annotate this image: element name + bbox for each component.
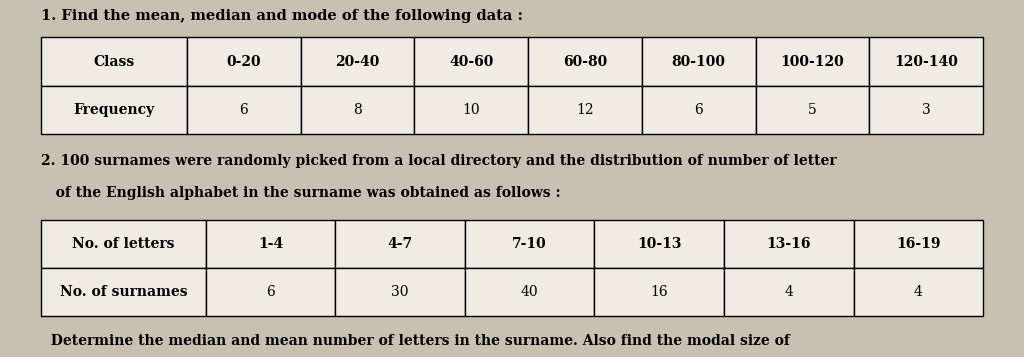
Text: 5: 5 [808,103,817,117]
Bar [301,86,415,134]
Text: 2. 100 surnames were randomly picked from a local directory and the distribution: 2. 100 surnames were randomly picked fro… [41,154,837,167]
Text: Class: Class [93,55,134,69]
Text: 10-13: 10-13 [637,237,681,251]
Text: 0-20: 0-20 [226,55,261,69]
Text: 100-120: 100-120 [780,55,845,69]
Text: Determine the median and mean number of letters in the surname. Also find the mo: Determine the median and mean number of … [41,334,790,348]
Bar [528,86,642,134]
Text: 13-16: 13-16 [767,237,811,251]
Bar [41,268,206,316]
Text: 120-140: 120-140 [894,55,958,69]
Bar [869,37,983,86]
Text: 16: 16 [650,285,668,299]
Text: Frequency: Frequency [74,103,155,117]
Bar [853,268,983,316]
Bar [335,268,465,316]
Bar [41,37,187,86]
Text: 20-40: 20-40 [336,55,380,69]
Text: 3: 3 [922,103,931,117]
Text: No. of surnames: No. of surnames [59,285,187,299]
Bar [853,220,983,268]
Text: 4-7: 4-7 [387,237,413,251]
Text: 40-60: 40-60 [450,55,494,69]
Bar [756,86,869,134]
Bar [594,220,724,268]
Bar [335,220,465,268]
Text: 6: 6 [266,285,275,299]
Text: of the English alphabet in the surname was obtained as follows :: of the English alphabet in the surname w… [41,186,560,200]
Text: 6: 6 [240,103,248,117]
Bar [415,37,528,86]
Bar [642,37,756,86]
Bar [41,220,206,268]
Bar [724,268,853,316]
Bar [206,220,335,268]
Bar [642,86,756,134]
Text: 6: 6 [694,103,703,117]
Bar [206,268,335,316]
Bar [41,86,187,134]
Bar [724,220,853,268]
Text: 16-19: 16-19 [896,237,940,251]
Text: 4: 4 [913,285,923,299]
Text: 12: 12 [577,103,594,117]
Text: 1. Find the mean, median and mode of the following data :: 1. Find the mean, median and mode of the… [41,9,523,23]
Text: 60-80: 60-80 [563,55,607,69]
Bar [301,37,415,86]
Text: No. of letters: No. of letters [72,237,175,251]
Bar [594,268,724,316]
Text: 4: 4 [784,285,794,299]
Text: 7-10: 7-10 [512,237,547,251]
Bar [869,86,983,134]
Text: 40: 40 [521,285,539,299]
Bar [528,37,642,86]
Text: 30: 30 [391,285,409,299]
Bar [187,86,301,134]
Text: 80-100: 80-100 [672,55,726,69]
Text: 1-4: 1-4 [258,237,284,251]
Text: 8: 8 [353,103,361,117]
Bar [465,268,594,316]
Bar [465,220,594,268]
Bar [756,37,869,86]
Bar [187,37,301,86]
Text: 10: 10 [463,103,480,117]
Bar [415,86,528,134]
